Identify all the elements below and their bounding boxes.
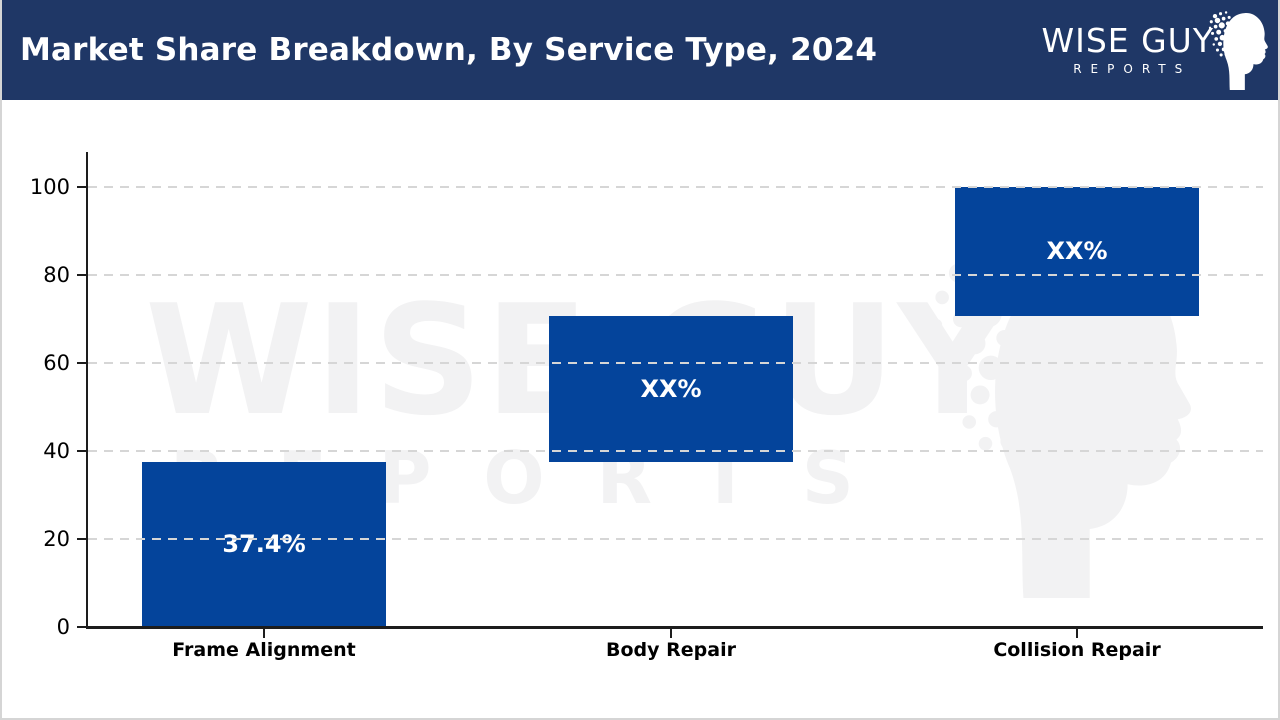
x-axis-line [86,626,1263,629]
y-tick-mark [77,625,86,628]
brand-logo: WISE GUY REPORTS [1041,6,1270,94]
x-tick-mark [670,629,672,638]
y-tick-mark [77,361,86,364]
page-title: Market Share Breakdown, By Service Type,… [20,32,878,68]
logo-head-icon [1208,11,1268,90]
bar-value-label: XX% [640,375,702,404]
bar-frame-alignment: 37.4% [142,461,386,627]
logo-subtext: REPORTS [1073,62,1192,76]
y-tick-label: 80 [43,262,70,287]
brand-logo-text: WISE GUY REPORTS [1041,23,1214,77]
y-tick-mark [77,185,86,188]
x-axis-category-label: Collision Repair [993,639,1161,661]
gridline [88,273,1263,276]
bar-value-label: XX% [1046,237,1108,266]
y-tick-label: 60 [43,350,70,375]
bar-value-label: 37.4% [222,530,306,559]
gridline [88,185,1263,188]
bar-body-repair: XX% [549,316,793,462]
gridline [88,361,1263,364]
bar-collision-repair: XX% [955,186,1199,317]
logo-wordmark: WISE GUY [1041,21,1214,60]
x-tick-mark [1076,629,1078,638]
y-tick-label: 40 [43,438,70,463]
gridline [88,449,1263,452]
y-tick-mark [77,273,86,276]
y-axis-line [86,152,88,628]
x-axis-category-label: Body Repair [606,639,736,661]
x-tick-mark [263,629,265,638]
y-tick-label: 100 [29,174,70,199]
gridline [88,537,1263,540]
y-tick-label: 20 [43,526,70,551]
y-tick-mark [77,449,86,452]
header-bar: Market Share Breakdown, By Service Type,… [0,0,1280,100]
y-tick-mark [77,537,86,540]
x-axis-category-label: Frame Alignment [172,639,356,661]
y-tick-label: 0 [56,614,70,639]
